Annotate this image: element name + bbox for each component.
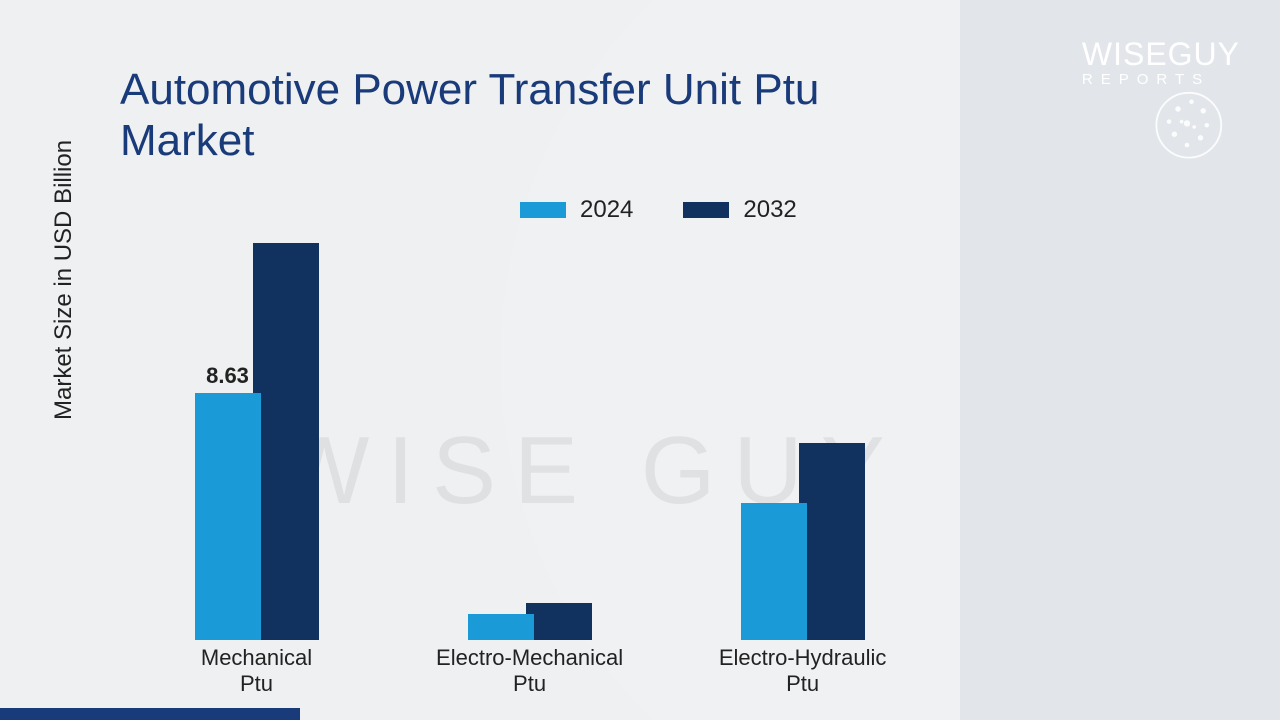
bar xyxy=(526,603,592,640)
legend-label-2032: 2032 xyxy=(743,196,796,224)
bar-group: Electro-HydraulicPtu xyxy=(666,240,939,640)
bar-value-label: 8.63 xyxy=(206,363,249,389)
bar-group-inner xyxy=(741,443,865,640)
bar-chart: 8.63MechanicalPtuElectro-MechanicalPtuEl… xyxy=(120,240,940,640)
chart-title: Automotive Power Transfer Unit Ptu Marke… xyxy=(120,65,880,166)
bar-group: 8.63MechanicalPtu xyxy=(120,240,393,640)
bar-group-inner: 8.63 xyxy=(195,243,319,640)
category-label: Electro-HydraulicPtu xyxy=(666,645,939,698)
page: WISE GUY R E P O R T S Automotive Power … xyxy=(0,0,1280,720)
bottom-accent-bar xyxy=(0,708,300,720)
bar xyxy=(741,503,807,640)
head-icon xyxy=(1142,82,1232,172)
bar xyxy=(468,614,534,640)
legend-swatch-2024 xyxy=(520,202,566,218)
legend-item-2024: 2024 xyxy=(520,196,633,224)
brand-logo: WISEGUY REPORTS xyxy=(1082,38,1240,87)
category-label: Electro-MechanicalPtu xyxy=(393,645,666,698)
category-label: MechanicalPtu xyxy=(120,645,393,698)
bar xyxy=(253,243,319,640)
bar: 8.63 xyxy=(195,393,261,640)
bar-group: Electro-MechanicalPtu xyxy=(393,240,666,640)
legend-swatch-2032 xyxy=(683,202,729,218)
logo-line1: WISEGUY xyxy=(1082,38,1240,72)
legend-label-2024: 2024 xyxy=(580,196,633,224)
bar-group-inner xyxy=(468,603,592,640)
bar xyxy=(799,443,865,640)
legend-item-2032: 2032 xyxy=(683,196,796,224)
y-axis-label: Market Size in USD Billion xyxy=(50,140,78,420)
legend: 2024 2032 xyxy=(520,196,797,224)
